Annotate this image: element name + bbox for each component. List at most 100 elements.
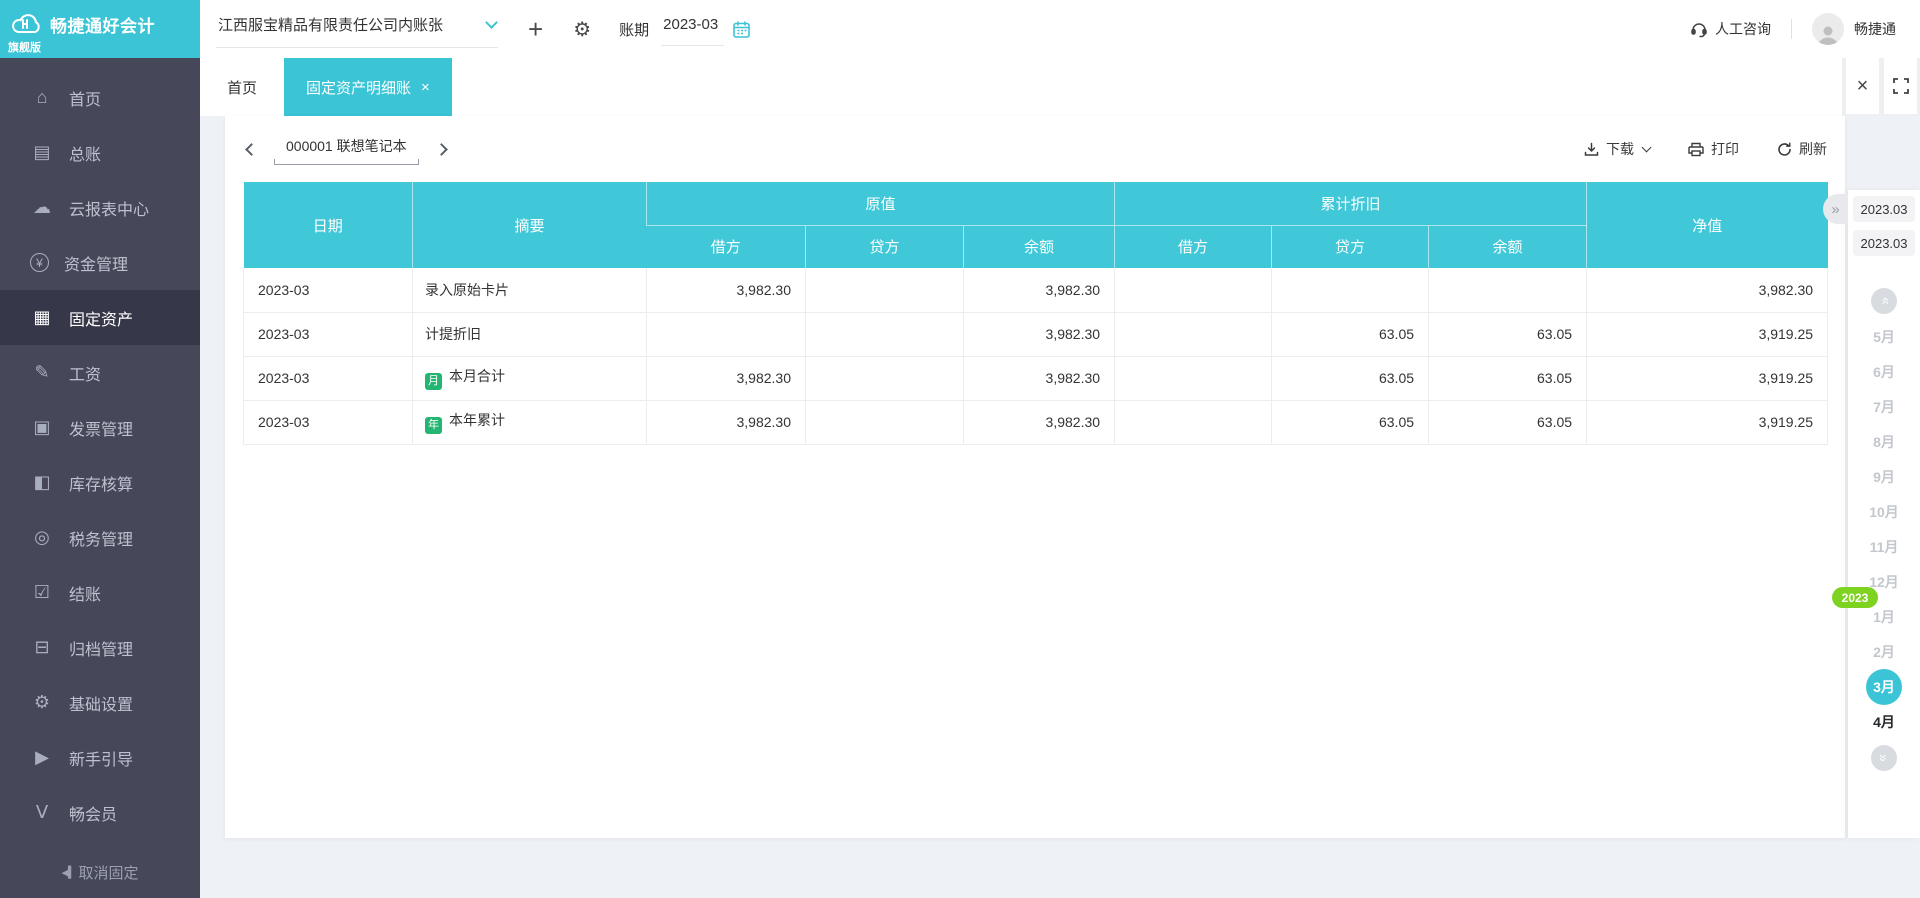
cell-original-debit: 3,982.30 <box>646 400 806 445</box>
company-name: 江西服宝精品有限责任公司内账张 <box>218 17 444 34</box>
scroll-up-button[interactable]: » <box>1871 288 1897 314</box>
cell-depreciation-debit <box>1114 312 1273 357</box>
cell-original-balance: 3,982.30 <box>963 400 1116 445</box>
cell-depreciation-balance: 63.05 <box>1428 312 1588 357</box>
live-support-button[interactable]: 人工咨询 <box>1690 19 1771 39</box>
support-label: 人工咨询 <box>1715 21 1771 37</box>
closing-icon: ☑ <box>33 582 51 602</box>
summary-text: 本月合计 <box>449 368 505 384</box>
tab-home[interactable]: 首页 <box>227 79 258 97</box>
month-item-11月[interactable]: 11月 <box>1869 538 1899 555</box>
sidebar-item-closing[interactable]: ☑ 结账 <box>0 565 200 620</box>
cell-depreciation-credit <box>1271 268 1430 313</box>
cell-original-credit <box>805 356 964 401</box>
invoice-icon: ▣ <box>33 417 51 437</box>
unpin-sidebar-button[interactable]: ◀▍ 取消固定 <box>0 854 200 890</box>
period-box: 2023.03 <box>1853 230 1915 256</box>
cell-net-value: 3,919.25 <box>1586 312 1829 357</box>
tax-icon: ◎ <box>34 527 50 547</box>
ledger-row: 2023-03 年本年累计 3,982.30 3,982.30 63.05 63… <box>243 400 1829 445</box>
cell-date: 2023-03 <box>243 356 413 401</box>
year-badge: 2023 <box>1832 587 1878 608</box>
sidebar-item-vip[interactable]: Ⅴ 畅会员 <box>0 785 200 840</box>
cell-depreciation-debit <box>1114 356 1273 401</box>
month-item-8月[interactable]: 8月 <box>1873 433 1895 450</box>
sidebar-item-cloud-reports[interactable]: ☁ 云报表中心 <box>0 180 200 235</box>
close-icon[interactable]: × <box>1846 58 1879 114</box>
sidebar-item-inventory[interactable]: ◧ 库存核算 <box>0 455 200 510</box>
avatar[interactable] <box>1812 13 1844 45</box>
month-item-4月[interactable]: 4月 <box>1873 713 1895 730</box>
app-title: 畅捷通好会计 <box>50 16 155 36</box>
month-item-10月[interactable]: 10月 <box>1869 503 1899 520</box>
sidebar-item-tax[interactable]: ◎ 税务管理 <box>0 510 200 565</box>
cell-depreciation-debit <box>1114 400 1273 445</box>
money-bag-icon: ¥ <box>30 253 49 272</box>
prev-record-button[interactable] <box>243 141 260 158</box>
double-chevron-up-icon: » <box>1875 297 1892 305</box>
ledger-card: 000001 联想笔记本 下载 <box>225 116 1845 838</box>
sidebar-item-archive[interactable]: ⊟ 归档管理 <box>0 620 200 675</box>
fixed-asset-ledger-table: 日期 摘要 原值 累计折旧 净值 借方 贷方 余额 借方 贷方 余额 <box>243 182 1829 445</box>
month-item-1月[interactable]: 1月 <box>1873 608 1895 625</box>
warehouse-icon: ◧ <box>33 472 51 492</box>
download-button[interactable]: 下载 <box>1584 139 1652 159</box>
month-item-12月[interactable]: 12月 <box>1869 573 1899 590</box>
next-record-button[interactable] <box>433 141 450 158</box>
sidebar-item-fixed-assets[interactable]: ▦ 固定资产 <box>0 290 200 345</box>
chevron-down-icon <box>485 16 498 29</box>
cell-original-credit <box>805 268 964 313</box>
month-item-9月[interactable]: 9月 <box>1873 468 1895 485</box>
cell-depreciation-balance: 63.05 <box>1428 356 1588 401</box>
cell-summary: 录入原始卡片 <box>412 268 647 313</box>
refresh-button[interactable]: 刷新 <box>1777 139 1827 159</box>
period-box: 2023.03 <box>1853 196 1915 222</box>
sidebar-nav: ⌂ 首页 ▤ 总账 ☁ 云报表中心 ¥ 资金管理 ▦ 固定资产 ✎ 工资 ▣ 发… <box>0 58 200 840</box>
add-account-button[interactable]: + <box>528 13 544 44</box>
scroll-down-button[interactable]: » <box>1871 745 1897 771</box>
month-item-7月[interactable]: 7月 <box>1873 398 1895 415</box>
cell-depreciation-balance: 63.05 <box>1428 400 1588 445</box>
sidebar-item-guide[interactable]: ▶ 新手引导 <box>0 730 200 785</box>
tab-fixed-asset-ledger[interactable]: 固定资产明细账 × <box>284 58 452 116</box>
cell-net-value: 3,982.30 <box>1586 268 1829 313</box>
month-item-2月[interactable]: 2月 <box>1873 643 1895 660</box>
ledger-row: 2023-03 录入原始卡片 3,982.30 3,982.30 3,982.3… <box>243 268 1829 313</box>
cell-original-balance: 3,982.30 <box>963 268 1116 313</box>
app-logo: 畅捷通好会计 旗舰版 <box>0 0 200 58</box>
sidebar-item-invoice[interactable]: ▣ 发票管理 <box>0 400 200 455</box>
print-button[interactable]: 打印 <box>1688 139 1739 159</box>
sidebar-item-general-ledger[interactable]: ▤ 总账 <box>0 125 200 180</box>
month-item-3月[interactable]: 3月 <box>1848 668 1920 705</box>
tab-close-icon[interactable]: × <box>421 78 430 96</box>
company-selector[interactable]: 江西服宝精品有限责任公司内账张 <box>216 10 498 48</box>
col-header-debit: 借方 <box>646 224 806 268</box>
month-panel: » 2023.03 2023.03 » 5月 6月 7月 8月 9月 10月 1… <box>1823 190 1920 838</box>
col-header-date: 日期 <box>243 182 413 268</box>
col-header-accumulated-depreciation: 累计折旧 <box>1114 182 1587 225</box>
username[interactable]: 畅捷通 <box>1854 21 1896 37</box>
archive-icon: ⊟ <box>34 637 50 657</box>
month-item-5月[interactable]: 5月 <box>1873 328 1895 345</box>
cell-depreciation-balance <box>1428 268 1588 313</box>
sidebar-item-funds[interactable]: ¥ 资金管理 <box>0 235 200 290</box>
ledger-icon: ▤ <box>33 142 51 162</box>
cloud-logo-icon <box>10 11 44 37</box>
sidebar-item-salary[interactable]: ✎ 工资 <box>0 345 200 400</box>
cell-net-value: 3,919.25 <box>1586 400 1829 445</box>
month-item-6月[interactable]: 6月 <box>1873 363 1895 380</box>
ledger-row: 2023-03 计提折旧 3,982.30 63.05 63.05 3,919.… <box>243 312 1829 357</box>
sidebar-item-settings[interactable]: ⚙ 基础设置 <box>0 675 200 730</box>
cell-summary: 月本月合计 <box>412 356 647 401</box>
calendar-icon[interactable] <box>732 20 751 39</box>
col-header-credit: 贷方 <box>1271 224 1429 268</box>
unpin-icon: ◀▍ <box>61 866 77 879</box>
current-record[interactable]: 000001 联想笔记本 <box>274 134 419 165</box>
sidebar-item-home[interactable]: ⌂ 首页 <box>0 70 200 125</box>
gear-icon[interactable]: ⚙ <box>573 18 592 41</box>
month-list: 5月 6月 7月 8月 9月 10月 11月 12月 1月 2月 3月 4月 <box>1848 319 1920 739</box>
fullscreen-icon[interactable] <box>1884 58 1917 114</box>
collapse-panel-button[interactable]: » <box>1823 194 1848 224</box>
cell-depreciation-debit <box>1114 268 1273 313</box>
period-value[interactable]: 2023-03 <box>661 12 725 46</box>
